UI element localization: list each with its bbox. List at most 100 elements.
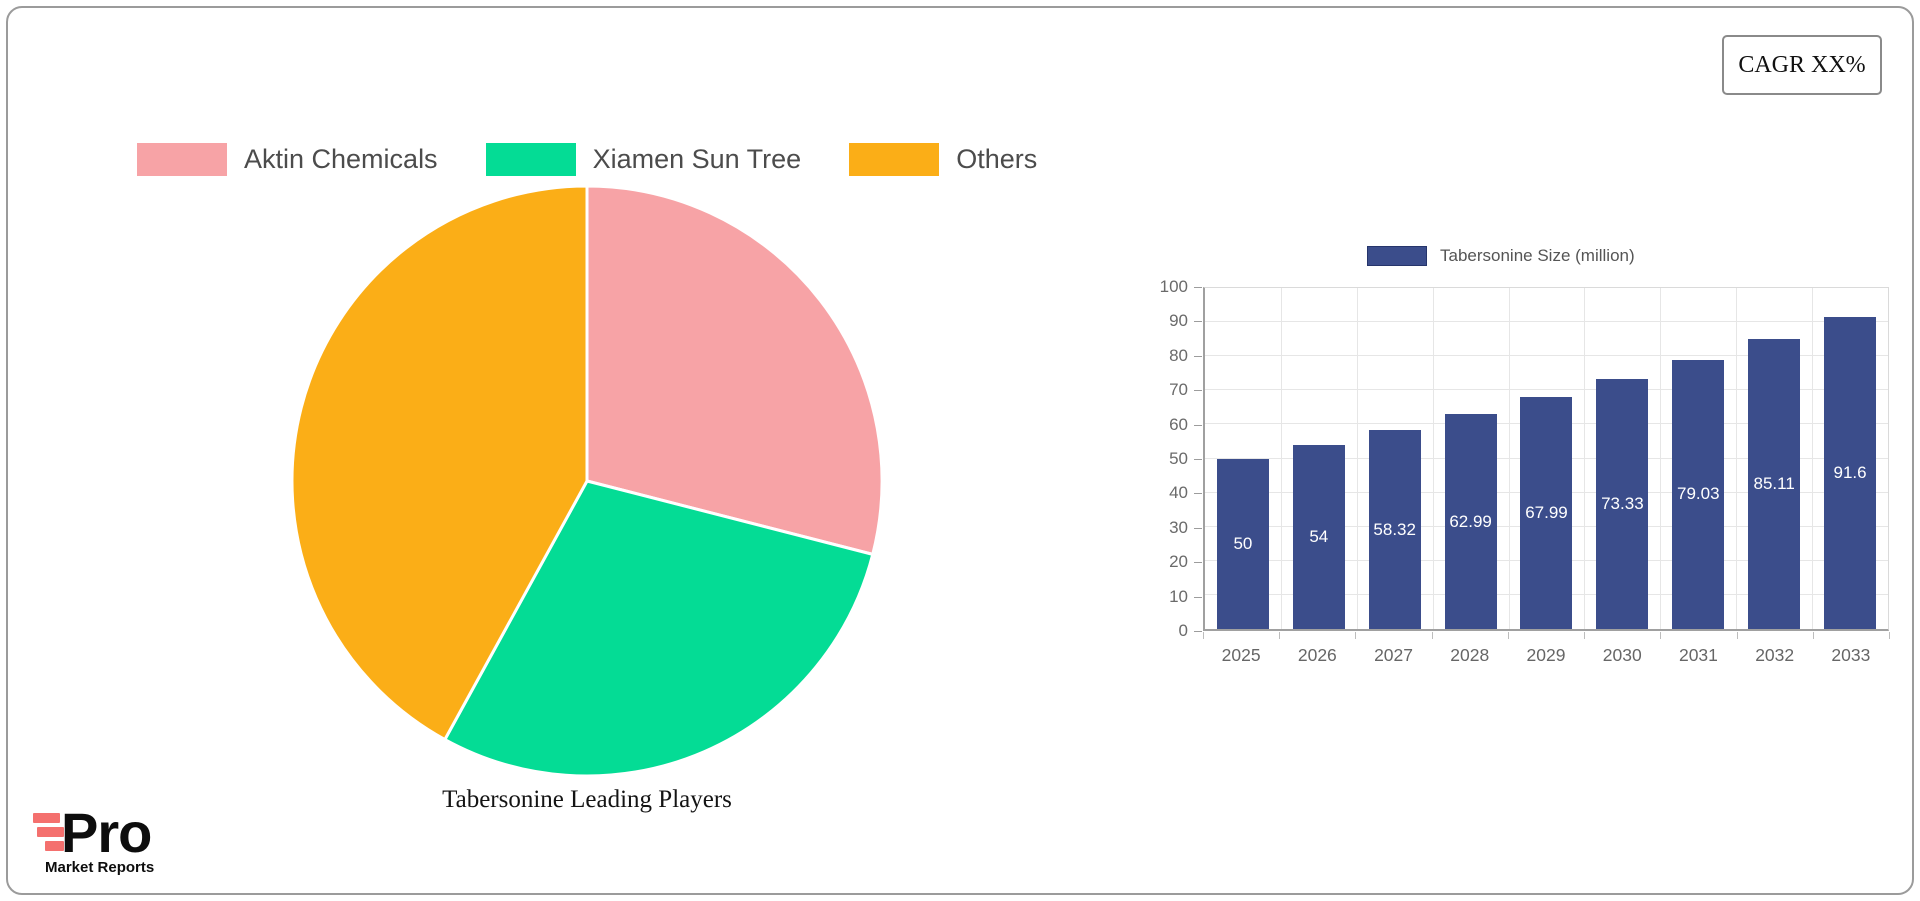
bar-slot-2033: 91.6 <box>1812 288 1888 629</box>
x-tick-label-2030: 2030 <box>1602 645 1642 665</box>
bar-legend-label: Tabersonine Size (million) <box>1440 246 1635 265</box>
gridline-v-4 <box>1508 288 1510 629</box>
x-tick-mark-2 <box>1355 632 1357 639</box>
y-tick-mark-20 <box>1194 562 1202 564</box>
bar-slot-2028: 62.99 <box>1433 288 1509 629</box>
x-tick-label-2026: 2026 <box>1297 645 1337 665</box>
y-tick-label-70: 70 <box>1169 380 1188 400</box>
pie-legend-item-2: Others <box>849 143 1037 176</box>
bar-2028: 62.99 <box>1444 414 1497 629</box>
pie-legend-item-0: Aktin Chemicals <box>137 143 438 176</box>
y-tick-mark-80 <box>1194 355 1202 357</box>
bar-2025: 50 <box>1216 458 1269 629</box>
y-tick-label-20: 20 <box>1169 552 1188 572</box>
bar-legend: Tabersonine Size (million) <box>1367 246 1635 266</box>
y-tick-mark-30 <box>1194 527 1202 529</box>
bar-slot-2029: 67.99 <box>1509 288 1585 629</box>
x-tick-mark-5 <box>1584 632 1586 639</box>
x-tick-label-2028: 2028 <box>1450 645 1490 665</box>
bar-plot: 50 54 58.32 62.99 67.99 73.33 79.03 85.11 91.6 <box>1203 287 1889 631</box>
x-tick-label-2033: 2033 <box>1831 645 1871 665</box>
y-tick-mark-50 <box>1194 459 1202 460</box>
gridline-v-2 <box>1356 288 1358 629</box>
y-tick-label-0: 0 <box>1178 621 1188 640</box>
gridline-v-8 <box>1812 288 1814 629</box>
y-tick-mark-100 <box>1194 287 1202 288</box>
x-tick-mark-9 <box>1889 632 1890 639</box>
logo-name: Pro <box>61 801 152 864</box>
bar-2029: 67.99 <box>1520 397 1573 629</box>
x-tick-label-2032: 2032 <box>1755 645 1795 665</box>
bar-value-label-2031: 79.03 <box>1676 484 1720 504</box>
bar-value-label-2027: 58.32 <box>1373 519 1416 539</box>
cagr-badge: CAGR XX% <box>1722 35 1882 95</box>
pie-legend-swatch-1 <box>485 143 576 176</box>
x-tick-mark-8 <box>1812 632 1814 639</box>
pie-slice-1 <box>443 479 875 778</box>
bar-slot-2026: 54 <box>1281 288 1357 629</box>
gridline-v-7 <box>1736 288 1738 629</box>
y-tick-label-30: 30 <box>1169 517 1188 537</box>
bar-value-label-2029: 67.99 <box>1525 503 1568 523</box>
pie-legend-label-0: Aktin Chemicals <box>244 144 438 174</box>
bar-slot-2025: 50 <box>1205 288 1281 629</box>
pie-svg <box>290 184 884 778</box>
bar-2031: 79.03 <box>1672 359 1725 629</box>
x-tick-mark-7 <box>1736 632 1738 639</box>
y-tick-mark-70 <box>1194 390 1202 392</box>
bar-2032: 85.11 <box>1748 338 1801 629</box>
gridline-v-1 <box>1280 288 1282 629</box>
pie-legend-label-1: Xiamen Sun Tree <box>592 144 802 174</box>
bar-slot-2031: 79.03 <box>1660 288 1736 629</box>
y-tick-mark-90 <box>1194 321 1202 323</box>
bar-legend-swatch <box>1367 246 1427 266</box>
bar-slot-2032: 85.11 <box>1736 288 1812 629</box>
x-tick-label-2031: 2031 <box>1678 645 1718 665</box>
x-tick-mark-4 <box>1507 632 1509 639</box>
gridline-v-5 <box>1584 288 1586 629</box>
logo-tagline: Market Reports <box>45 859 155 876</box>
bar-value-label-2025: 50 <box>1233 533 1253 553</box>
logo-bar-icon <box>37 827 64 837</box>
bar-2030: 73.33 <box>1596 378 1649 629</box>
x-tick-mark-3 <box>1431 632 1433 639</box>
x-tick-mark-1 <box>1279 632 1281 639</box>
pie-chart-title: Tabersonine Leading Players <box>442 786 732 813</box>
bar-2033: 91.6 <box>1824 316 1877 629</box>
pie-legend-item-1: Xiamen Sun Tree <box>485 143 802 176</box>
gridline-h-90 <box>1205 321 1888 323</box>
bar-slot-2027: 58.32 <box>1357 288 1433 629</box>
bar-value-label-2028: 62.99 <box>1449 511 1492 531</box>
y-tick-label-80: 80 <box>1169 345 1188 365</box>
y-tick-label-10: 10 <box>1169 586 1188 606</box>
x-tick-label-2027: 2027 <box>1374 645 1414 665</box>
bar-value-label-2026: 54 <box>1309 526 1329 546</box>
gridline-v-3 <box>1432 288 1434 629</box>
cagr-label: CAGR XX% <box>1738 51 1866 78</box>
pie-legend-swatch-2 <box>849 143 940 176</box>
pie-legend-label-2: Others <box>956 144 1038 174</box>
bar-2027: 58.32 <box>1368 430 1421 629</box>
bar-value-label-2033: 91.6 <box>1833 462 1867 482</box>
x-tick-label-2025: 2025 <box>1221 645 1261 665</box>
logo-bar-icon <box>33 813 60 823</box>
bar-2026: 54 <box>1292 444 1345 629</box>
y-tick-mark-60 <box>1194 424 1202 426</box>
pie-legend-swatch-0 <box>137 143 227 176</box>
y-tick-label-50: 50 <box>1169 449 1188 468</box>
x-tick-label-2029: 2029 <box>1526 645 1566 665</box>
gridline-h-80 <box>1205 355 1888 357</box>
bar-value-label-2030: 73.33 <box>1601 493 1644 513</box>
y-tick-label-90: 90 <box>1169 311 1188 331</box>
bar-value-label-2032: 85.11 <box>1753 473 1795 493</box>
x-tick-mark-0 <box>1203 632 1204 639</box>
gridline-v-6 <box>1660 288 1662 629</box>
y-tick-mark-0 <box>1194 631 1202 632</box>
y-tick-label-100: 100 <box>1159 277 1188 296</box>
logo-bar-icon <box>45 841 64 851</box>
pie-slice-0 <box>585 184 884 556</box>
y-tick-mark-10 <box>1194 596 1202 598</box>
y-tick-mark-40 <box>1194 493 1202 495</box>
bar-slot-2030: 73.33 <box>1584 288 1660 629</box>
